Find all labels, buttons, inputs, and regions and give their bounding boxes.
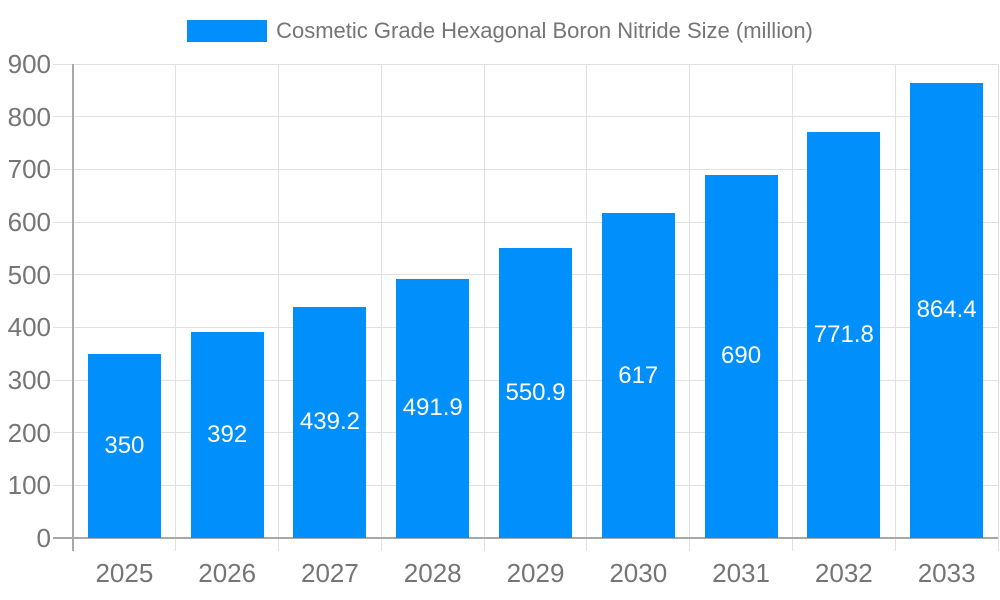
x-axis-tick-label: 2031 [712, 558, 770, 588]
x-axis-tick-label: 2033 [917, 558, 976, 588]
x-gridline [380, 64, 382, 551]
y-axis-tick-label: 900 [7, 49, 51, 79]
y-axis-tick-label: 700 [7, 154, 51, 185]
x-axis-tick-label: 2026 [198, 558, 257, 588]
x-gridline [997, 64, 999, 551]
y-gridline [53, 221, 998, 223]
y-gridline [53, 168, 998, 170]
legend-item[interactable]: Cosmetic Grade Hexagonal Boron Nitride S… [0, 16, 1000, 46]
y-gridline [53, 63, 998, 65]
y-axis-tick-label: 0 [36, 523, 51, 553]
x-axis-tick-label: 2029 [506, 558, 565, 588]
y-axis-line [72, 64, 74, 551]
x-gridline [278, 64, 280, 551]
bar[interactable] [601, 213, 675, 538]
x-gridline [175, 64, 177, 551]
x-gridline [894, 64, 896, 551]
x-gridline [791, 64, 793, 551]
x-gridline [689, 64, 691, 551]
x-axis-tick-label: 2032 [814, 558, 873, 588]
x-axis-line [53, 537, 998, 539]
y-axis-tick-label: 300 [7, 365, 51, 395]
x-gridline [586, 64, 588, 551]
legend-swatch [187, 20, 268, 42]
x-gridline [483, 64, 485, 551]
bar[interactable] [704, 174, 778, 538]
x-axis-tick-label: 2027 [301, 558, 359, 588]
y-gridline [53, 116, 998, 118]
y-axis-tick-label: 200 [7, 417, 51, 448]
bar[interactable] [910, 82, 984, 538]
bar[interactable] [396, 278, 470, 538]
bar[interactable] [87, 353, 161, 538]
y-axis-tick-label: 800 [7, 101, 51, 132]
x-axis-tick-label: 2028 [403, 558, 462, 588]
legend-label: Cosmetic Grade Hexagonal Boron Nitride S… [276, 18, 813, 43]
x-axis-tick-label: 2025 [95, 558, 154, 588]
y-axis-tick-label: 400 [7, 312, 51, 343]
x-axis-tick-label: 2030 [609, 558, 668, 588]
bar[interactable] [807, 131, 881, 538]
y-axis-tick-label: 600 [7, 207, 51, 237]
bar[interactable] [190, 331, 264, 538]
bar[interactable] [499, 247, 572, 538]
y-axis-tick-label: 500 [7, 259, 51, 290]
y-axis-tick-label: 100 [7, 470, 51, 501]
bar[interactable] [293, 306, 367, 538]
